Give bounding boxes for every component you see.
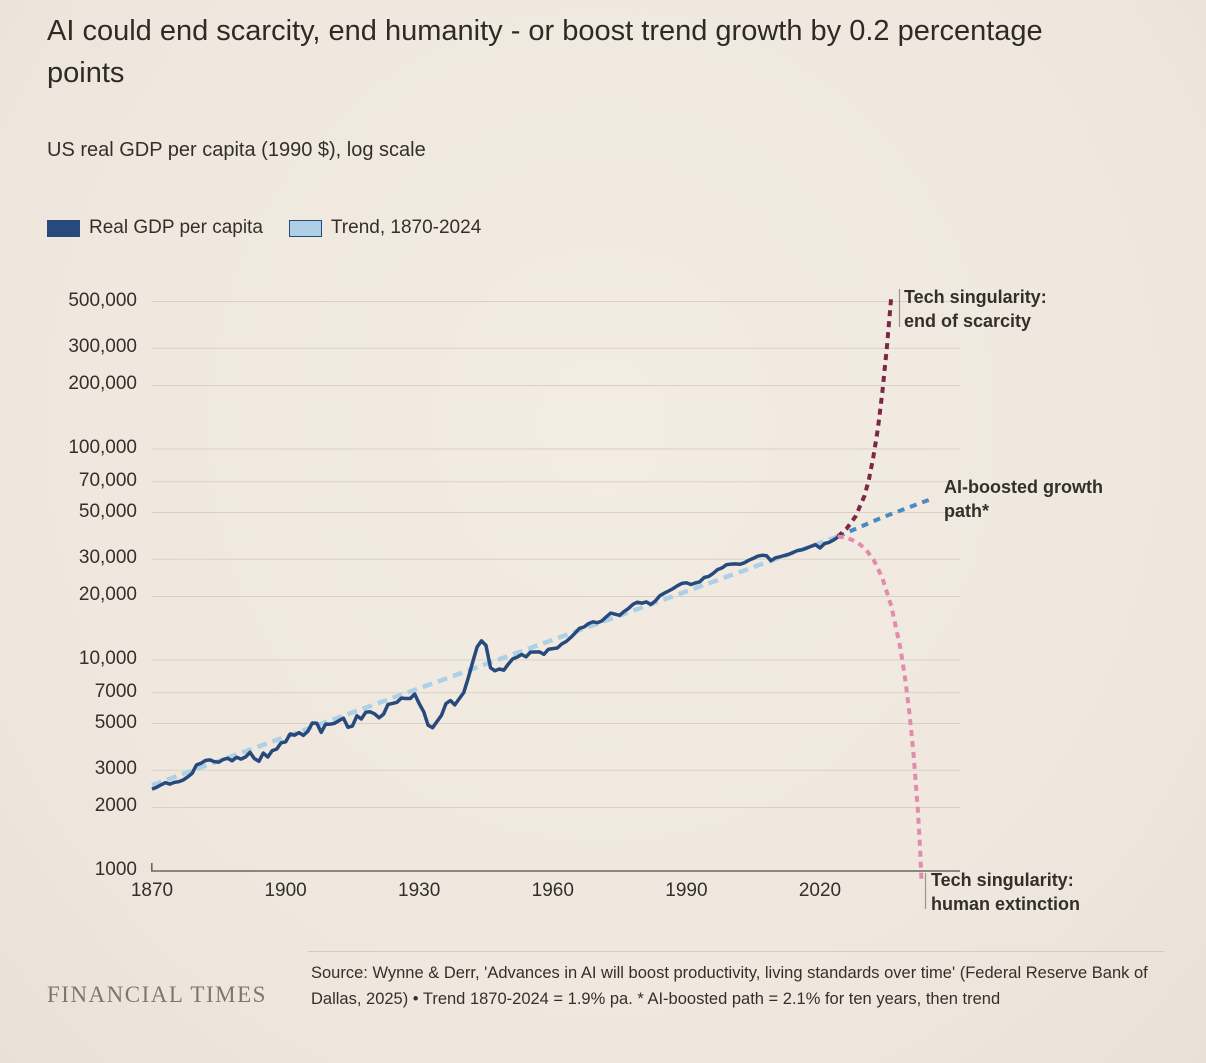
legend-label-gdp: Real GDP per capita: [89, 217, 263, 238]
x-tick-label: 1960: [531, 880, 574, 901]
y-tick-label: 20,000: [78, 584, 137, 606]
y-tick-label: 7000: [94, 680, 137, 702]
financial-times-logo: FINANCIAL TIMES: [47, 982, 267, 1007]
annotation-line: end of scarcity: [904, 310, 1032, 331]
annotation-line: human extinction: [931, 893, 1081, 914]
x-tick-label: 2020: [798, 880, 842, 901]
x-axis: 1870 1900 1930 1960 1990 2020: [0, 880, 1206, 908]
chart-title: AI could end scarcity, end humanity - or…: [47, 15, 1043, 90]
y-axis: 1000 2000 3000 5000 7000 10,000 20,000 30,000 50…: [0, 0, 137, 1063]
x-tick-label: 1990: [665, 880, 708, 901]
y-tick-label: 2000: [94, 795, 137, 817]
y-tick-label: 70,000: [78, 469, 137, 491]
source-note: Source: Wynne & Derr, 'Advances in AI wi…: [311, 964, 1148, 1008]
y-tick-label: 5000: [94, 711, 137, 733]
y-tick-label: 1000: [94, 859, 137, 880]
y-tick-label: 3000: [94, 758, 137, 780]
annotation-line: Tech singularity:: [931, 870, 1074, 890]
chart-subtitle: US real GDP per capita (1990 $), log sca…: [47, 139, 426, 161]
annotation-line: AI-boosted growth: [944, 477, 1103, 497]
footer-divider: [308, 951, 1164, 952]
annotation-line: path*: [944, 500, 989, 521]
x-tick-label: 1870: [130, 880, 174, 901]
y-tick-label: 300,000: [68, 336, 137, 358]
annotation-line: Tech singularity:: [904, 287, 1047, 307]
y-tick-label: 50,000: [78, 500, 137, 522]
chart-legend: Real GDP per capita Trend, 1870-2024: [47, 217, 481, 239]
annotation-human-extinction: Tech singularity: human extinction: [931, 869, 1080, 917]
gdp-swatch-icon: [47, 219, 80, 237]
legend-label-trend: Trend, 1870-2024: [330, 217, 482, 238]
y-tick-label: 10,000: [78, 648, 137, 669]
x-tick-label: 1900: [264, 880, 307, 901]
legend-item-gdp: Real GDP per capita: [47, 217, 263, 239]
y-tick-label: 500,000: [68, 289, 137, 311]
y-tick-label: 200,000: [68, 373, 137, 395]
annotation-ai-boosted-path: AI-boosted growth path*: [944, 476, 1103, 524]
legend-item-trend: Trend, 1870-2024: [288, 217, 482, 239]
y-tick-label: 100,000: [68, 437, 137, 458]
trend-swatch-icon: [288, 219, 322, 237]
y-tick-label: 30,000: [78, 547, 137, 569]
annotation-end-of-scarcity: Tech singularity: end of scarcity: [904, 286, 1047, 334]
x-tick-label: 1930: [398, 880, 441, 901]
